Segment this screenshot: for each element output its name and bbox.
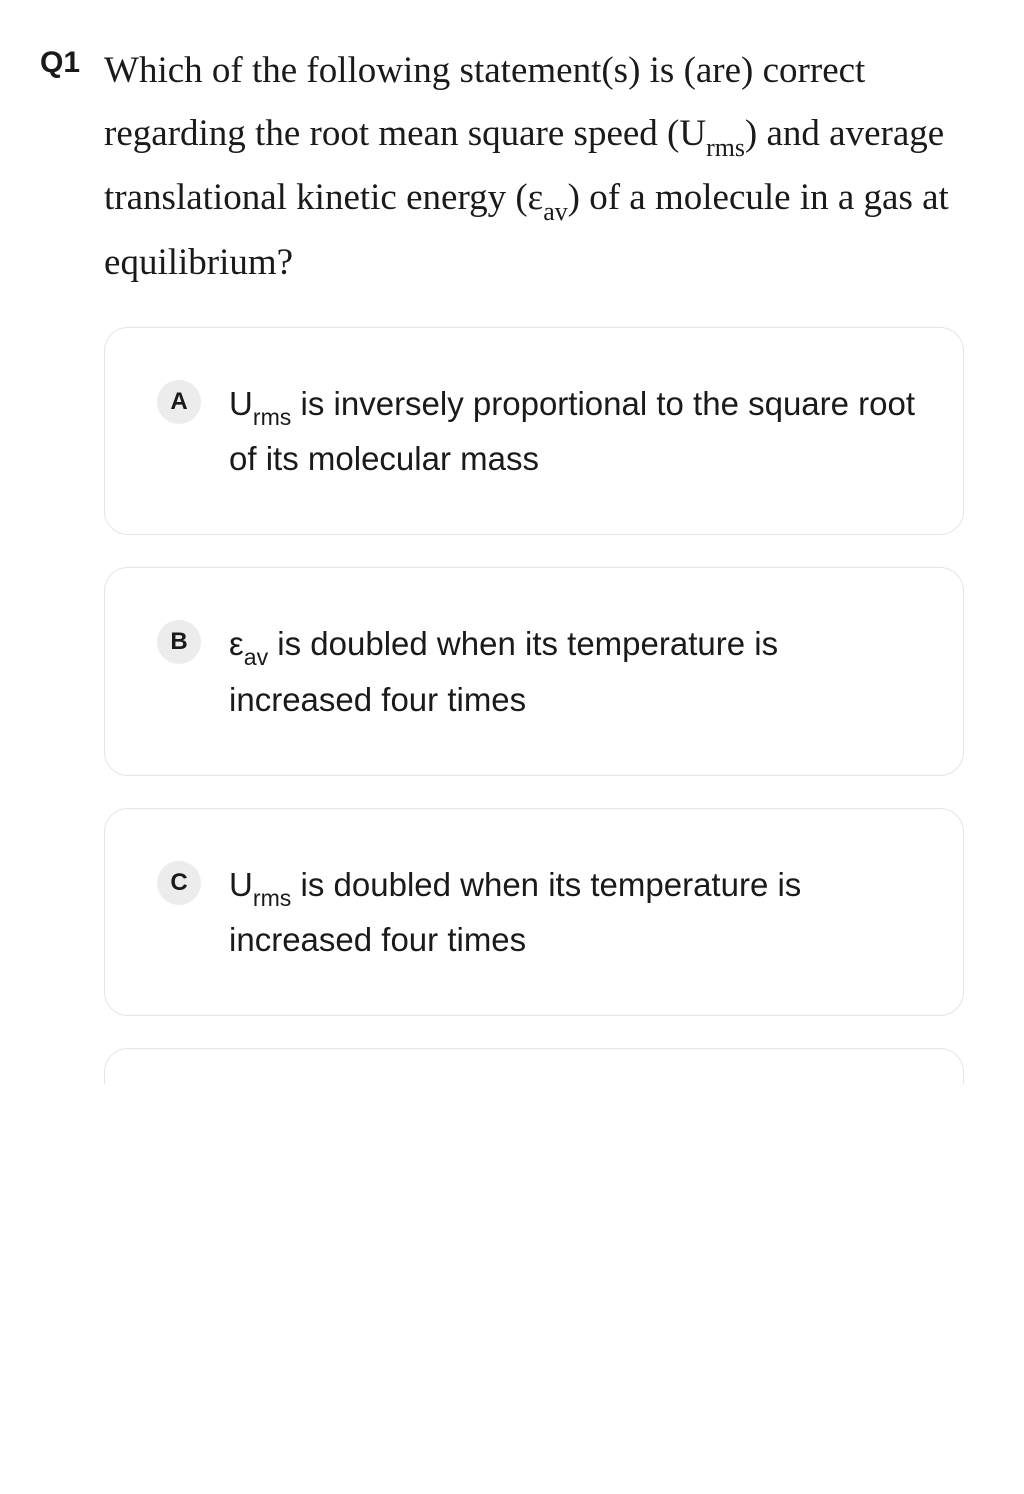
option-sub: rms bbox=[253, 885, 291, 911]
option-text: Urms is doubled when its temperature is … bbox=[229, 859, 923, 966]
option-partial-next bbox=[104, 1048, 964, 1084]
question-text-sub-2: av bbox=[543, 197, 567, 226]
option-text: Urms is inversely proportional to the sq… bbox=[229, 378, 923, 485]
option-sub: av bbox=[244, 644, 268, 670]
question-number: Q1 bbox=[40, 40, 80, 1084]
option-letter-badge: A bbox=[157, 380, 201, 424]
question-text: Which of the following statement(s) is (… bbox=[104, 40, 964, 295]
option-sub: rms bbox=[253, 404, 291, 430]
question-container: Q1 Which of the following statement(s) i… bbox=[40, 40, 964, 1084]
option-rest: is doubled when its temperature is incre… bbox=[229, 625, 778, 717]
question-body: Which of the following statement(s) is (… bbox=[104, 40, 964, 1084]
option-text: εav is doubled when its temperature is i… bbox=[229, 618, 923, 725]
option-var: ε bbox=[229, 625, 244, 662]
question-text-sub-1: rms bbox=[706, 133, 745, 162]
option-rest: is doubled when its temperature is incre… bbox=[229, 866, 801, 958]
option-letter-badge: B bbox=[157, 620, 201, 664]
options-list: A Urms is inversely proportional to the … bbox=[104, 327, 964, 1017]
option-c[interactable]: C Urms is doubled when its temperature i… bbox=[104, 808, 964, 1017]
option-b[interactable]: B εav is doubled when its temperature is… bbox=[104, 567, 964, 776]
option-letter-badge: C bbox=[157, 861, 201, 905]
option-var: U bbox=[229, 385, 253, 422]
option-a[interactable]: A Urms is inversely proportional to the … bbox=[104, 327, 964, 536]
option-var: U bbox=[229, 866, 253, 903]
option-rest: is inversely proportional to the square … bbox=[229, 385, 915, 477]
